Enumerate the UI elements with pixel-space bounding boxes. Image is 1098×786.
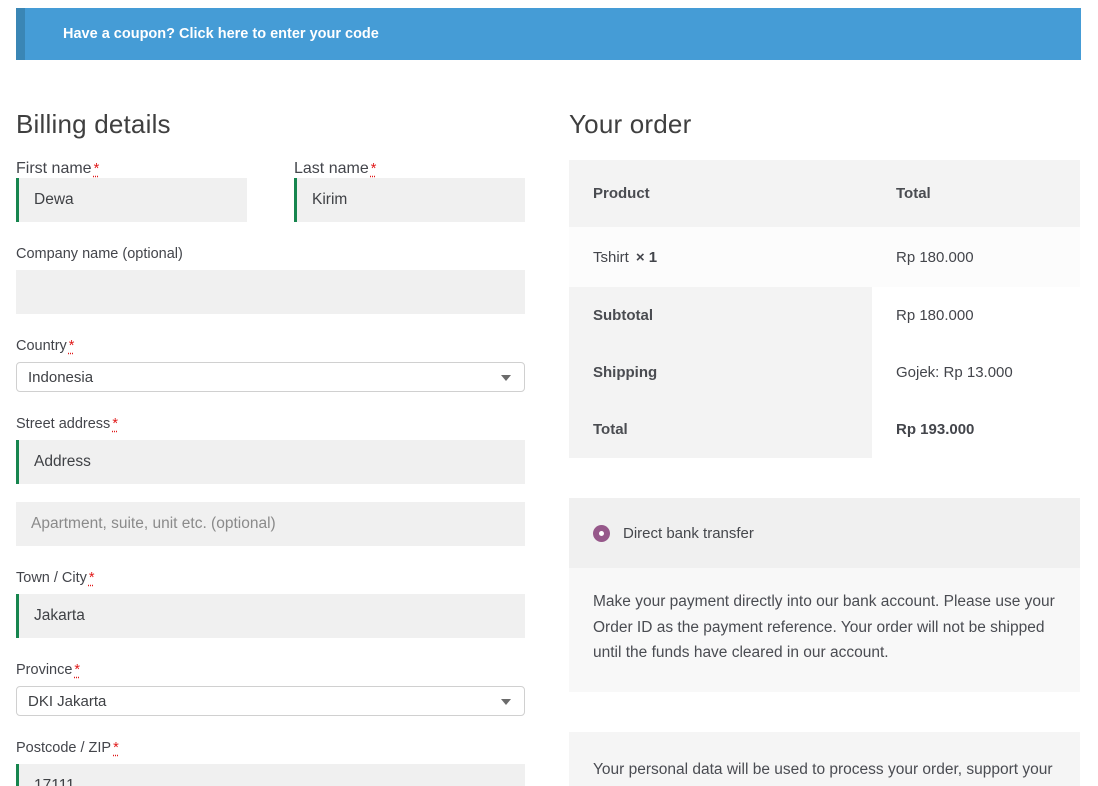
country-label: Country * xyxy=(16,338,75,354)
street-address-label: Street address * xyxy=(16,416,118,432)
province-label: Province * xyxy=(16,662,81,678)
required-asterisk: * xyxy=(93,161,100,177)
payment-method-bank-transfer[interactable]: Direct bank transfer xyxy=(569,498,1080,568)
address2-input[interactable] xyxy=(16,502,525,546)
required-asterisk: * xyxy=(74,662,81,678)
radio-selected-icon[interactable] xyxy=(593,524,610,542)
province-select[interactable]: DKI Jakarta xyxy=(16,686,525,716)
subtotal-row: Subtotal Rp 180.000 xyxy=(569,287,1080,344)
city-input[interactable] xyxy=(16,594,525,638)
company-field-row: Company name (optional) xyxy=(16,246,525,314)
city-label: Town / City * xyxy=(16,570,95,586)
first-name-input[interactable] xyxy=(16,178,247,222)
shipping-label: Shipping xyxy=(569,344,872,401)
privacy-policy-notice: Your personal data will be used to proce… xyxy=(569,731,1080,786)
street-address-field-row: Street address * xyxy=(16,416,525,484)
billing-details-section: Billing details First name* Last name* C… xyxy=(16,108,525,786)
city-field-row: Town / City * xyxy=(16,570,525,638)
shipping-value: Gojek: Rp 13.000 xyxy=(872,344,1080,401)
order-item-total-cell: Rp 180.000 xyxy=(872,227,1080,287)
subtotal-label: Subtotal xyxy=(569,287,872,344)
payment-method-description: Make your payment directly into our bank… xyxy=(569,568,1080,692)
order-review-section: Your order Product Total Tshirt × 1 Rp 1… xyxy=(569,108,1080,786)
product-quantity: × 1 xyxy=(635,248,658,266)
name-row: First name* Last name* xyxy=(16,160,525,222)
country-selected-value: Indonesia xyxy=(28,368,94,386)
order-item-row: Tshirt × 1 Rp 180.000 xyxy=(569,227,1080,287)
your-order-title: Your order xyxy=(569,109,692,139)
checkout-content: Billing details First name* Last name* C… xyxy=(16,108,1081,786)
order-total-row: Total Rp 193.000 xyxy=(569,401,1080,458)
required-asterisk: * xyxy=(68,338,75,354)
coupon-banner-link[interactable]: Have a coupon? Click here to enter your … xyxy=(63,26,379,42)
subtotal-value: Rp 180.000 xyxy=(872,287,1080,344)
country-field-row: Country * Indonesia xyxy=(16,338,525,392)
order-table-header: Product Total xyxy=(569,160,1080,227)
postcode-label: Postcode / ZIP * xyxy=(16,740,119,756)
last-name-label: Last name * xyxy=(294,160,377,177)
payment-methods: Direct bank transfer Make your payment d… xyxy=(569,498,1080,692)
first-name-field-row: First name * xyxy=(16,160,247,222)
chevron-down-icon xyxy=(501,699,511,705)
billing-details-title: Billing details xyxy=(16,109,171,139)
required-asterisk: * xyxy=(370,161,377,177)
province-field-row: Province * DKI Jakarta xyxy=(16,662,525,716)
last-name-field-row: Last name * xyxy=(294,160,525,222)
company-input[interactable] xyxy=(16,270,525,314)
required-asterisk: * xyxy=(112,416,118,432)
first-name-label: First name * xyxy=(16,160,100,177)
province-selected-value: DKI Jakarta xyxy=(28,692,107,710)
country-select[interactable]: Indonesia xyxy=(16,362,525,392)
address2-field-row xyxy=(16,502,525,546)
order-total-label: Total xyxy=(569,401,872,458)
payment-method-label: Direct bank transfer xyxy=(623,524,754,542)
coupon-banner[interactable]: Have a coupon? Click here to enter your … xyxy=(16,8,1081,60)
order-total-value: Rp 193.000 xyxy=(872,401,1080,458)
last-name-input[interactable] xyxy=(294,178,525,222)
required-asterisk: * xyxy=(88,570,95,586)
street-address-input[interactable] xyxy=(16,440,525,484)
postcode-field-row: Postcode / ZIP * xyxy=(16,740,525,786)
order-item-name-cell: Tshirt × 1 xyxy=(569,227,872,287)
product-column-header: Product xyxy=(569,160,872,227)
company-label: Company name (optional) xyxy=(16,246,183,262)
order-table: Product Total Tshirt × 1 Rp 180.000 Subt… xyxy=(569,160,1080,458)
shipping-row: Shipping Gojek: Rp 13.000 xyxy=(569,344,1080,401)
postcode-input[interactable] xyxy=(16,764,525,786)
chevron-down-icon xyxy=(501,375,511,381)
product-name: Tshirt xyxy=(593,248,629,266)
required-asterisk: * xyxy=(113,740,119,756)
total-column-header: Total xyxy=(872,160,1080,227)
